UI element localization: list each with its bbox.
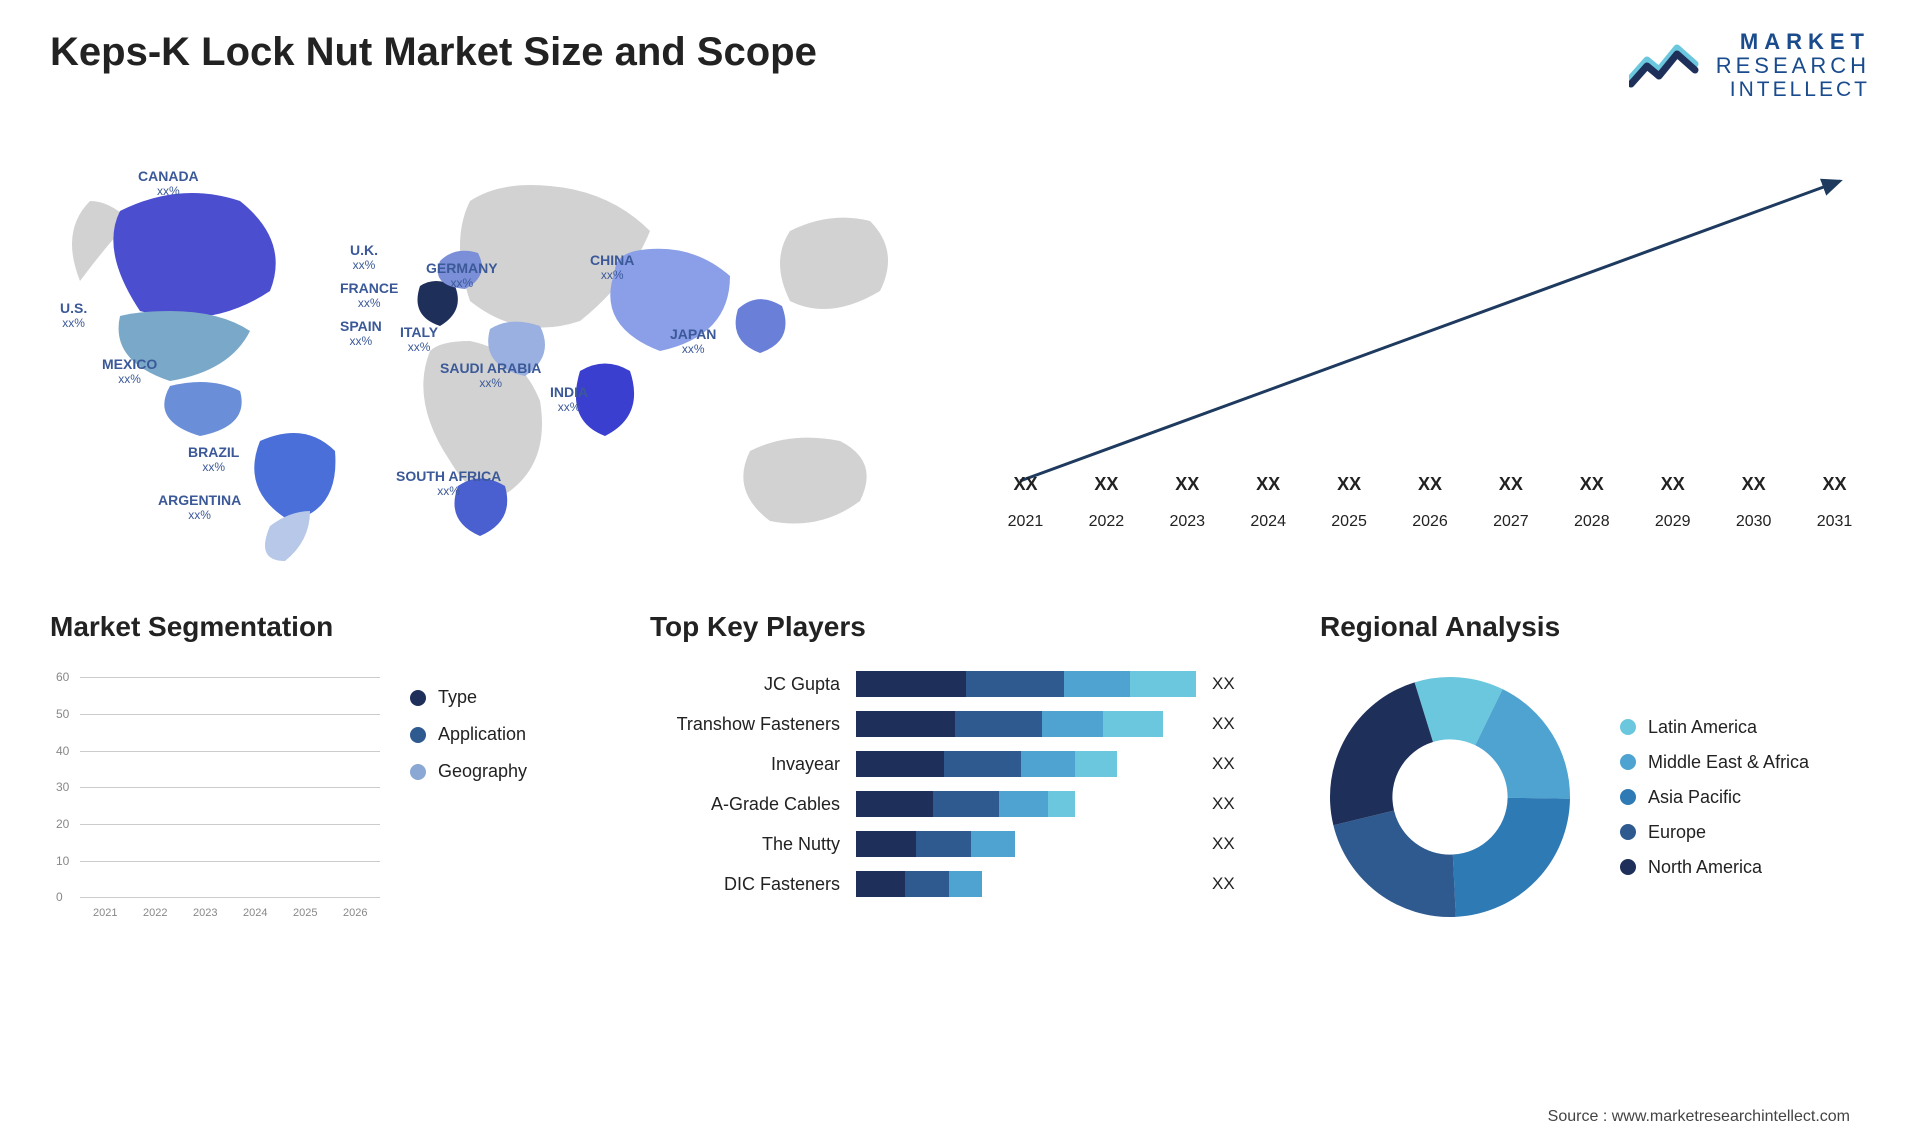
growth-bar: XX2028 xyxy=(1556,505,1627,531)
map-label: CANADAxx% xyxy=(138,169,199,198)
player-row: Invayear XX xyxy=(650,747,1270,781)
seg-x-tick: 2023 xyxy=(193,907,217,919)
seg-x-tick: 2021 xyxy=(93,907,117,919)
seg-y-tick: 30 xyxy=(56,780,69,794)
segmentation-title: Market Segmentation xyxy=(50,611,600,643)
map-label: MEXICOxx% xyxy=(102,357,157,386)
player-value: XX xyxy=(1202,834,1235,854)
player-bar xyxy=(856,791,1196,817)
player-row: DIC Fasteners XX xyxy=(650,867,1270,901)
growth-chart: XX2021 XX2022 XX2023 XX2024 XX2025 XX2026 XX20… xyxy=(990,141,1870,561)
map-label: SAUDI ARABIAxx% xyxy=(440,361,541,390)
world-map: CANADAxx% U.S.xx% MEXICOxx% BRAZILxx% ARGENT… xyxy=(50,141,930,561)
player-bar xyxy=(856,871,1196,897)
seg-y-tick: 10 xyxy=(56,854,69,868)
map-label: U.S.xx% xyxy=(60,301,87,330)
seg-x-tick: 2026 xyxy=(343,907,367,919)
legend-item: Geography xyxy=(410,761,600,782)
logo-text-1: MARKET xyxy=(1716,30,1870,54)
growth-bar: XX2031 xyxy=(1799,505,1870,531)
player-row: JC Gupta XX xyxy=(650,667,1270,701)
donut-slice xyxy=(1453,798,1570,917)
map-label: ARGENTINAxx% xyxy=(158,493,241,522)
map-label: GERMANYxx% xyxy=(426,261,498,290)
map-label: FRANCExx% xyxy=(340,281,398,310)
player-row: The Nutty XX xyxy=(650,827,1270,861)
player-value: XX xyxy=(1202,674,1235,694)
segmentation-legend: Type Application Geography xyxy=(410,667,600,927)
map-label: ITALYxx% xyxy=(400,325,438,354)
map-label: INDIAxx% xyxy=(550,385,588,414)
player-value: XX xyxy=(1202,874,1235,894)
growth-bar: XX2023 xyxy=(1152,505,1223,531)
seg-y-tick: 20 xyxy=(56,817,69,831)
player-bar xyxy=(856,711,1196,737)
regional-panel: Regional Analysis Latin America Middle Ea… xyxy=(1320,611,1870,927)
player-name: Transhow Fasteners xyxy=(650,714,850,735)
segmentation-panel: Market Segmentation 0 10 20 30 40 50 60 2021 202… xyxy=(50,611,600,927)
legend-item: Middle East & Africa xyxy=(1620,752,1809,773)
player-value: XX xyxy=(1202,754,1235,774)
growth-bar: XX2030 xyxy=(1718,505,1789,531)
seg-y-tick: 60 xyxy=(56,670,69,684)
growth-bar: XX2021 xyxy=(990,505,1061,531)
map-label: BRAZILxx% xyxy=(188,445,239,474)
donut-slice xyxy=(1333,811,1455,917)
player-name: The Nutty xyxy=(650,834,850,855)
regional-title: Regional Analysis xyxy=(1320,611,1870,643)
legend-item: Asia Pacific xyxy=(1620,787,1809,808)
segmentation-chart: 0 10 20 30 40 50 60 2021 2022 2023 2024 2025 2026 xyxy=(50,667,380,927)
growth-bar: XX2025 xyxy=(1314,505,1385,531)
growth-bar: XX2022 xyxy=(1071,505,1142,531)
seg-y-tick: 0 xyxy=(56,890,63,904)
brand-logo: MARKET RESEARCH INTELLECT xyxy=(1629,30,1870,101)
players-title: Top Key Players xyxy=(650,611,1270,643)
map-label: U.K.xx% xyxy=(350,243,378,272)
player-bar xyxy=(856,671,1196,697)
legend-item: North America xyxy=(1620,857,1809,878)
growth-bar: XX2026 xyxy=(1395,505,1466,531)
legend-item: Latin America xyxy=(1620,717,1809,738)
growth-bar: XX2029 xyxy=(1637,505,1708,531)
player-row: A-Grade Cables XX xyxy=(650,787,1270,821)
logo-mark-icon xyxy=(1629,38,1699,88)
map-label: SPAINxx% xyxy=(340,319,382,348)
seg-y-tick: 40 xyxy=(56,744,69,758)
page-title: Keps-K Lock Nut Market Size and Scope xyxy=(50,30,817,75)
player-name: JC Gupta xyxy=(650,674,850,695)
map-label: JAPANxx% xyxy=(670,327,716,356)
seg-x-tick: 2022 xyxy=(143,907,167,919)
logo-text-3: INTELLECT xyxy=(1716,78,1870,101)
player-bar xyxy=(856,831,1196,857)
growth-bar: XX2027 xyxy=(1475,505,1546,531)
player-name: A-Grade Cables xyxy=(650,794,850,815)
player-value: XX xyxy=(1202,714,1235,734)
source-attribution: Source : www.marketresearchintellect.com xyxy=(1548,1108,1850,1126)
players-panel: Top Key Players JC GuptaXXTranshow Faste… xyxy=(650,611,1270,927)
regional-legend: Latin America Middle East & Africa Asia Pa… xyxy=(1620,717,1809,878)
player-value: XX xyxy=(1202,794,1235,814)
logo-text-2: RESEARCH xyxy=(1716,54,1870,78)
legend-item: Application xyxy=(410,724,600,745)
player-name: Invayear xyxy=(650,754,850,775)
growth-bar: XX2024 xyxy=(1233,505,1304,531)
seg-y-tick: 50 xyxy=(56,707,69,721)
map-label: SOUTH AFRICAxx% xyxy=(396,469,501,498)
player-name: DIC Fasteners xyxy=(650,874,850,895)
legend-item: Europe xyxy=(1620,822,1809,843)
legend-item: Type xyxy=(410,687,600,708)
player-row: Transhow Fasteners XX xyxy=(650,707,1270,741)
seg-x-tick: 2025 xyxy=(293,907,317,919)
donut-slice xyxy=(1330,683,1433,826)
player-bar xyxy=(856,751,1196,777)
map-label: CHINAxx% xyxy=(590,253,634,282)
seg-x-tick: 2024 xyxy=(243,907,267,919)
regional-donut xyxy=(1320,667,1580,927)
